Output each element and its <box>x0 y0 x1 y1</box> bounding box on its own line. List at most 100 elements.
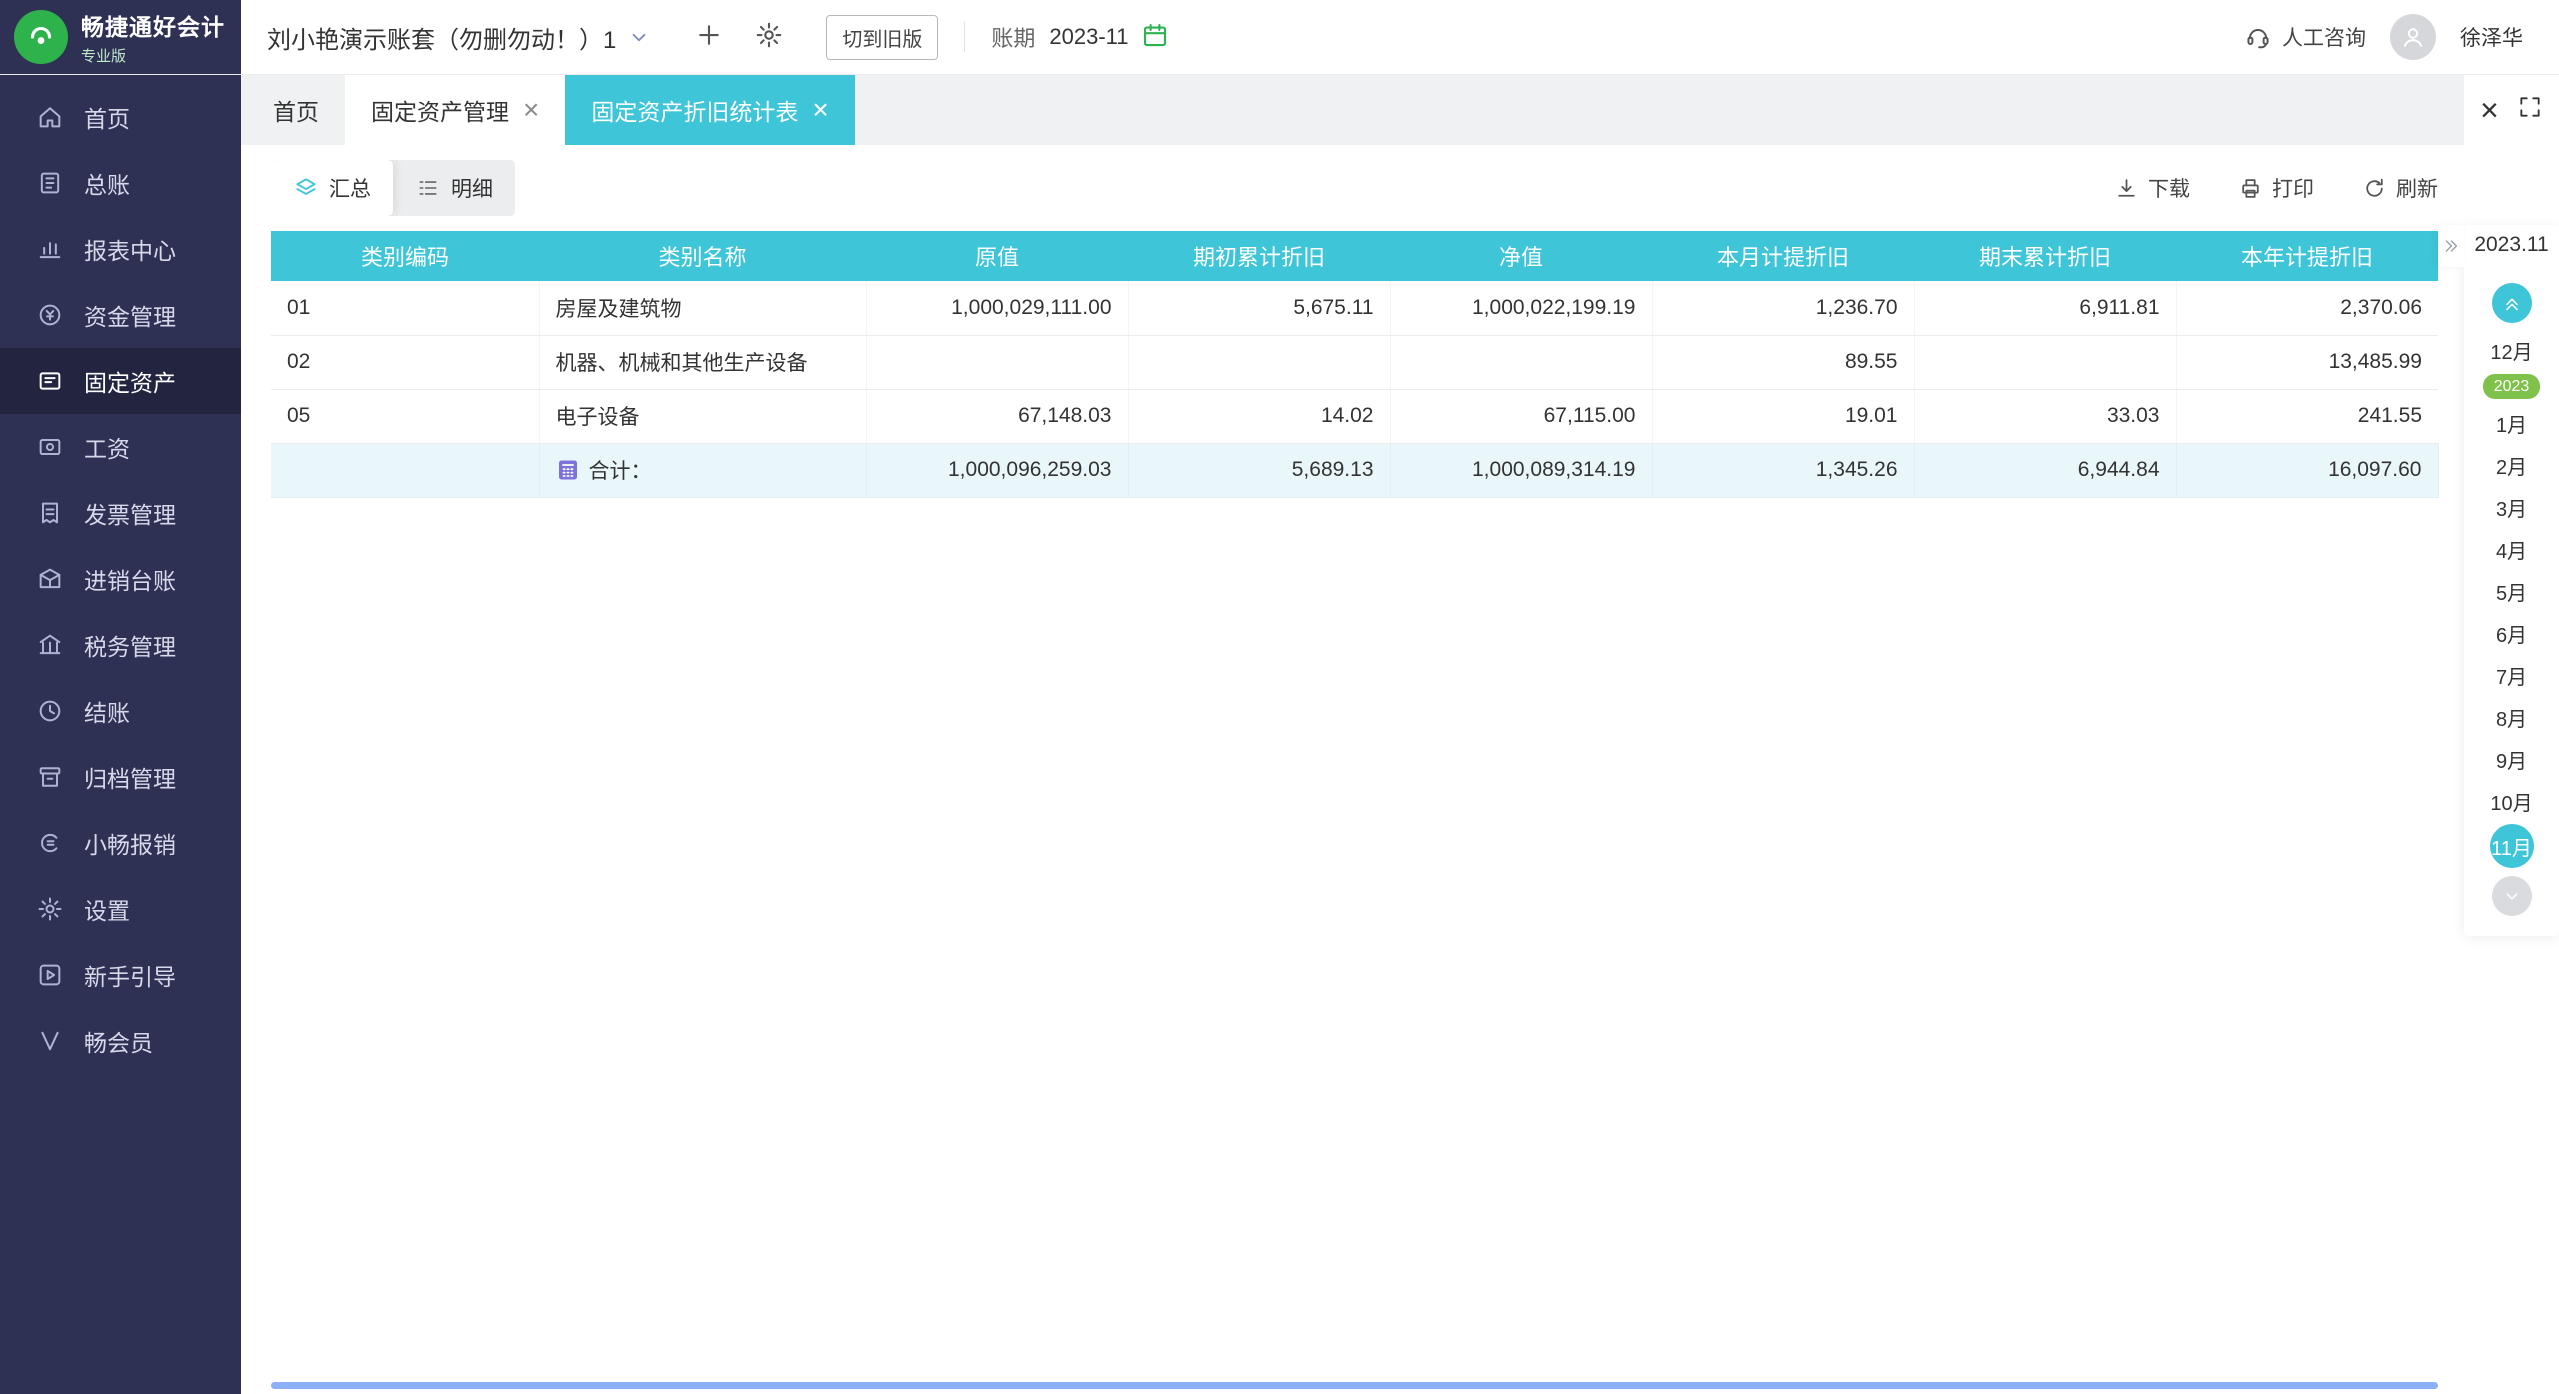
sidebar-item-fixed-assets[interactable]: 固定资产 <box>0 348 241 414</box>
tab-close-icon[interactable]: × <box>523 93 540 125</box>
month-item-11[interactable]: 11月 <box>2489 824 2534 869</box>
sidebar-item-home[interactable]: 首页 <box>0 84 241 150</box>
sidebar-items: 首页 总账报表中心资金管理 固定资产工资发票管理进销台账税务管理 结账归档管理小畅报销… <box>0 84 241 1074</box>
cell-code: 02 <box>271 335 540 390</box>
refresh-button[interactable]: 刷新 <box>2362 173 2438 203</box>
cell-value: 67,148.03 <box>866 389 1129 444</box>
summary-toggle[interactable]: 汇总 <box>271 160 393 216</box>
view-toggle-group: 汇总 明细 <box>271 160 515 216</box>
archive-icon <box>36 763 64 791</box>
tab-1[interactable]: 固定资产管理 × <box>345 74 566 145</box>
closing-icon <box>36 697 64 725</box>
month-item-5[interactable]: 5月 <box>2495 582 2528 605</box>
sidebar-item-general-ledger[interactable]: 总账 <box>0 150 241 216</box>
settings-gear-button[interactable] <box>754 20 784 55</box>
refresh-icon <box>2362 176 2387 201</box>
funds-icon <box>36 301 64 329</box>
table-row[interactable]: 01 房屋及建筑物 1,000,029,111.00 5,675.11 1,000,02… <box>271 281 2438 336</box>
chevron-down-icon <box>626 24 652 50</box>
sidebar-item-expense[interactable]: 小畅报销 <box>0 810 241 876</box>
settings-icon <box>36 895 64 923</box>
support-button[interactable]: 人工咨询 <box>2244 22 2366 52</box>
sidebar-item-settings[interactable]: 设置 <box>0 876 241 942</box>
collapse-panel-handle[interactable] <box>2438 225 2464 267</box>
app-title: 畅捷通好会计 <box>81 14 225 40</box>
month-item-4[interactable]: 4月 <box>2495 540 2528 563</box>
month-item-1[interactable]: 1月 <box>2495 414 2528 437</box>
sidebar-item-member[interactable]: 畅会员 <box>0 1008 241 1074</box>
download-button[interactable]: 下载 <box>2114 173 2190 203</box>
scrollbar-thumb[interactable] <box>271 1382 2438 1389</box>
scroll-down-button[interactable] <box>2491 876 2532 917</box>
sidebar-item-archive[interactable]: 归档管理 <box>0 744 241 810</box>
sidebar-item-purchase-sales[interactable]: 进销台账 <box>0 546 241 612</box>
sidebar-item-payroll[interactable]: 工资 <box>0 414 241 480</box>
horizontal-scrollbar[interactable] <box>271 1382 2438 1389</box>
month-item-7[interactable]: 7月 <box>2495 666 2528 689</box>
cell-empty <box>271 443 540 498</box>
sidebar-item-invoice[interactable]: 发票管理 <box>0 480 241 546</box>
payroll-icon <box>36 433 64 461</box>
add-button[interactable] <box>694 20 724 55</box>
month-item-10[interactable]: 10月 <box>2490 792 2533 815</box>
sidebar-item-closing[interactable]: 结账 <box>0 678 241 744</box>
depreciation-table: 类别编码 类别名称 原值 期初累计折旧 净值 本月计提折旧 期末累计折旧 本年计提折旧 01 房… <box>271 231 2439 498</box>
toolbar-actions: 下载 打印 刷新 <box>2114 173 2438 203</box>
body-row: 首页 总账报表中心资金管理 固定资产工资发票管理进销台账税务管理 结账归档管理小畅报销… <box>0 74 2559 1394</box>
tax-icon <box>36 631 64 659</box>
switch-old-version-button[interactable]: 切到旧版 <box>826 14 939 60</box>
tab-0[interactable]: 首页 <box>241 74 345 145</box>
detail-toggle[interactable]: 明细 <box>393 160 515 216</box>
person-icon <box>2399 23 2427 51</box>
sidebar-item-label: 报表中心 <box>84 238 176 264</box>
detail-icon <box>415 175 441 201</box>
month-item-3[interactable]: 3月 <box>2495 498 2528 521</box>
tab-close-icon[interactable]: × <box>812 93 829 125</box>
print-label: 打印 <box>2272 178 2314 201</box>
scroll-up-button[interactable] <box>2491 283 2532 323</box>
guide-icon <box>36 961 64 989</box>
member-icon <box>36 1027 64 1055</box>
fullscreen-button[interactable] <box>2517 94 2543 125</box>
column-header: 净值 <box>1390 231 1652 281</box>
logo-circle <box>14 10 68 64</box>
month-item-6[interactable]: 6月 <box>2495 624 2528 647</box>
month-item-2[interactable]: 2月 <box>2495 456 2528 479</box>
table-row[interactable]: 05 电子设备 67,148.03 14.02 67,115.00 19.01 33.03 2… <box>271 389 2438 444</box>
cell-value: 1,000,022,199.19 <box>1390 281 1653 336</box>
sidebar-item-label: 归档管理 <box>84 766 176 792</box>
calculator-icon <box>556 458 580 482</box>
month-item-9[interactable]: 9月 <box>2495 750 2528 773</box>
cell-name: 房屋及建筑物 <box>539 281 867 336</box>
cell-value <box>1390 335 1653 390</box>
table-row[interactable]: 02 机器、机械和其他生产设备 89.55 13,485.99 <box>271 335 2438 390</box>
close-page-icon[interactable]: × <box>2480 91 2499 128</box>
cell-code: 01 <box>271 281 540 336</box>
print-icon <box>2238 176 2263 201</box>
chevron-down-small-icon <box>2501 885 2523 907</box>
column-header: 期初累计折旧 <box>1128 231 1390 281</box>
summary-icon <box>293 175 319 201</box>
user-name: 徐泽华 <box>2460 27 2523 50</box>
summary-label: 汇总 <box>329 178 371 201</box>
logo-glyph-icon <box>24 20 58 54</box>
period-calendar-button[interactable] <box>1140 20 1170 55</box>
sidebar-item-label: 工资 <box>84 436 130 462</box>
sidebar-item-guide[interactable]: 新手引导 <box>0 942 241 1008</box>
cell-value: 13,485.99 <box>2176 335 2438 390</box>
account-selector[interactable]: 刘小艳演示账套（勿删勿动！）1 <box>267 20 652 55</box>
cell-total-value: 1,345.26 <box>1652 443 1915 498</box>
sidebar-item-funds[interactable]: 资金管理 <box>0 282 241 348</box>
avatar[interactable] <box>2390 14 2436 60</box>
cell-value: 19.01 <box>1652 389 1915 444</box>
cell-total-value: 6,944.84 <box>1914 443 2177 498</box>
month-item-8[interactable]: 8月 <box>2495 708 2528 731</box>
print-button[interactable]: 打印 <box>2238 173 2314 203</box>
sidebar-item-tax[interactable]: 税务管理 <box>0 612 241 678</box>
column-header: 类别名称 <box>539 231 866 281</box>
month-item-prev[interactable]: 12月 <box>2490 341 2533 364</box>
cell-value: 2,370.06 <box>2176 281 2438 336</box>
sidebar-item-label: 进销台账 <box>84 568 176 594</box>
tab-2[interactable]: 固定资产折旧统计表 × <box>565 74 855 145</box>
sidebar-item-report-center[interactable]: 报表中心 <box>0 216 241 282</box>
